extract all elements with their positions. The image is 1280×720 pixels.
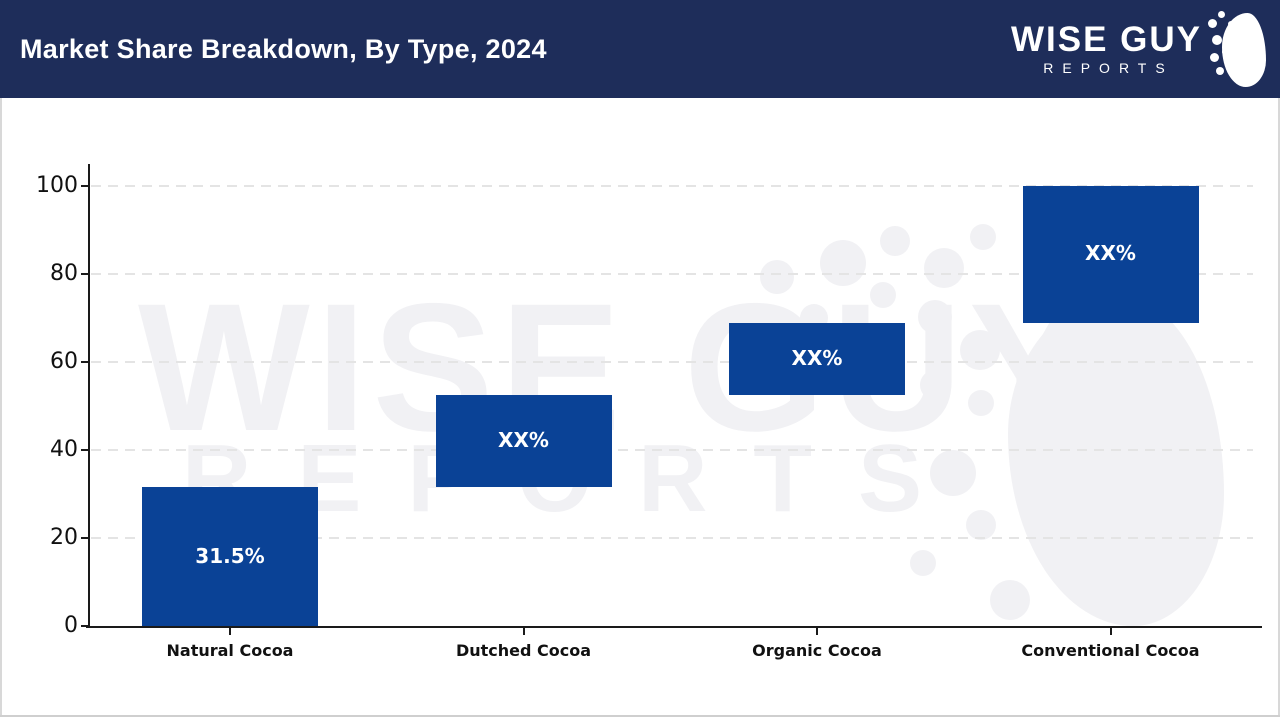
brand-subtitle: REPORTS [1043,60,1174,76]
logo-dot [1228,63,1233,68]
y-tick-40 [81,449,88,451]
watermark-face-logo [760,220,1230,640]
bar-natural-cocoa [142,487,318,626]
gridline-40 [91,449,1253,451]
y-tick-label-40: 40 [50,437,78,462]
header-bar: Market Share Breakdown, By Type, 2024 WI… [0,0,1280,98]
watermark-dot [968,390,994,416]
y-axis-line [88,164,90,628]
y-tick-label-0: 0 [64,613,78,638]
brand-logo-text: WISE GUY REPORTS [1010,20,1202,77]
x-tick-2 [816,628,818,635]
bar-organic-cocoa [729,322,905,396]
watermark-dot [918,300,952,334]
watermark-dot [920,370,950,400]
brand-name: WISE GUY [1010,20,1202,59]
logo-dot [1218,11,1225,18]
logo-dot [1208,19,1217,28]
y-tick-0 [81,625,88,627]
bar-conventional-cocoa [1022,186,1199,323]
watermark-dot [870,282,896,308]
bar-dutched-cocoa [435,395,612,488]
watermark-dot [990,580,1030,620]
page-border-right [1278,98,1280,716]
watermark-dot [910,550,936,576]
logo-dot [1212,35,1222,45]
y-tick-100 [81,185,88,187]
y-tick-label-100: 100 [36,173,78,198]
gridline-60 [91,361,1253,363]
logo-dot [1222,49,1228,55]
x-category-label: Organic Cocoa [752,641,882,660]
gridline-100 [91,185,1253,187]
watermark-wordmark: WISE GUY [138,265,1097,469]
x-category-label: Natural Cocoa [166,641,294,660]
y-tick-label-20: 20 [50,525,78,550]
logo-dot [1216,67,1224,75]
bar-value-label: 31.5% [195,543,265,568]
logo-dot [1224,33,1231,40]
bar-value-label: XX% [791,346,843,371]
x-tick-0 [229,628,231,635]
watermark-dot [970,224,996,250]
watermark-dot [880,226,910,256]
watermark-head-shape [1008,296,1224,626]
watermark-dot [760,260,794,294]
x-category-label: Conventional Cocoa [1021,641,1200,660]
watermark-dot [924,248,964,288]
x-category-label: Dutched Cocoa [455,641,592,660]
gridline-20 [91,537,1253,539]
y-tick-80 [81,273,88,275]
watermark-dot [930,450,976,496]
page-border-left [0,98,2,716]
gridline-80 [91,273,1253,275]
y-tick-60 [81,361,88,363]
x-axis-line [86,626,1262,628]
x-tick-1 [522,628,525,635]
page-title: Market Share Breakdown, By Type, 2024 [20,33,547,64]
logo-dot [1234,45,1239,50]
page-border-bottom [0,715,1280,717]
watermark-dot [960,330,1000,370]
watermark-dot [820,240,866,286]
watermark-dot [966,510,996,540]
brand-logo: WISE GUY REPORTS [1011,0,1280,98]
y-tick-label-60: 60 [50,349,78,374]
bar-value-label: XX% [498,428,549,453]
brand-face-icon [1208,9,1266,89]
logo-dot [1210,53,1219,62]
y-tick-20 [81,537,88,539]
logo-dot [1228,21,1234,27]
x-tick-3 [1109,628,1112,635]
y-tick-label-80: 80 [50,261,78,286]
bar-value-label: XX% [1085,241,1136,266]
